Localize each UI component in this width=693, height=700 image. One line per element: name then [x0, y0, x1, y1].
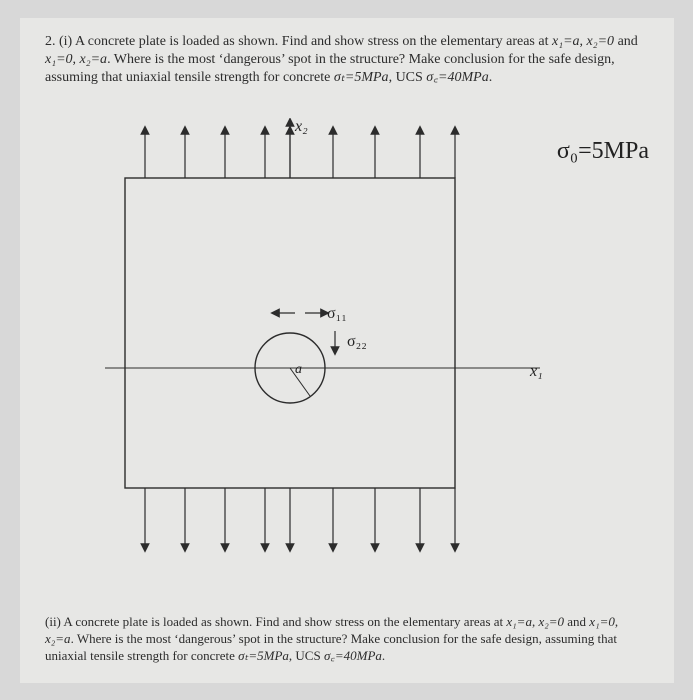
v-x10-b: x₁=0 — [589, 614, 615, 629]
v-sigc: σ꜀=40MPa — [426, 70, 488, 85]
v-x20: x₂=0 — [587, 34, 615, 49]
diagram-area: σ₀=5MPa x₂ σ₁₁ σ₂₂ a x₁ — [45, 98, 649, 578]
v-x2a: x₂=a — [80, 52, 108, 67]
s2b: and — [564, 614, 589, 629]
s3: , — [73, 52, 80, 67]
s4b: , UCS — [289, 648, 324, 663]
radius-label: a — [295, 362, 302, 378]
v-sigt: σₜ=5MPa — [334, 70, 389, 85]
x1-axis-label: x₁ — [530, 363, 543, 381]
s3b: , — [615, 614, 618, 629]
s2: and — [614, 34, 638, 49]
endb: . — [382, 648, 385, 663]
v-x20-b: x₂=0 — [538, 614, 564, 629]
problem-ii-text: (ii) A concrete plate is loaded as shown… — [45, 614, 649, 665]
problem-i-text: 2. (i) A concrete plate is loaded as sho… — [45, 33, 649, 88]
x1-txt: x₁ — [530, 363, 543, 380]
applied-stress-label: σ₀=5MPa — [557, 138, 649, 165]
s1: , — [580, 34, 587, 49]
v-sigc-b: σ꜀=40MPa — [324, 648, 382, 663]
x2-axis-label: x₂ — [295, 118, 308, 136]
v-x10: x₁=0 — [45, 52, 73, 67]
sigma11-label: σ₁₁ — [327, 305, 347, 323]
q-number: 2. (i) — [45, 34, 72, 49]
s4: , UCS — [389, 70, 427, 85]
diagram-svg — [75, 118, 555, 568]
v-x1a-b: x₁=a — [506, 614, 532, 629]
v-x1a: x₁=a — [552, 34, 580, 49]
q-number-ii: (ii) — [45, 614, 61, 629]
v-sigt-b: σₜ=5MPa — [238, 648, 289, 663]
end: . — [489, 70, 493, 85]
t1: A concrete plate is loaded as shown. Fin… — [75, 34, 552, 49]
t2: . Where is the most ‘dangerous’ spot in … — [45, 52, 615, 85]
v-x2a-b: x₂=a — [45, 631, 71, 646]
t1b: A concrete plate is loaded as shown. Fin… — [61, 614, 507, 629]
page-container: 2. (i) A concrete plate is loaded as sho… — [20, 18, 674, 683]
sigma22-label: σ₂₂ — [347, 333, 367, 351]
x2-txt: x₂ — [295, 118, 308, 135]
